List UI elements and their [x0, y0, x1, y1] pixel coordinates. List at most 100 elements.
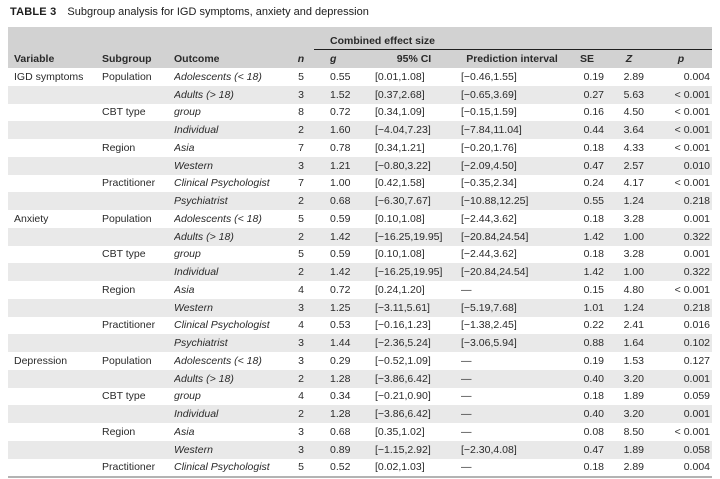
- cell-se: 0.40: [583, 408, 604, 421]
- cell-se: 0.88: [583, 337, 604, 350]
- cell-g: 0.78: [330, 141, 351, 154]
- cell-pi: —: [461, 283, 472, 296]
- cell-p: 0.001: [683, 248, 710, 261]
- column-header-p: p: [677, 53, 685, 65]
- cell-n: 2: [298, 230, 304, 243]
- cell-variable: [8, 441, 102, 459]
- cell-ci: [−3.86,6.42]: [375, 408, 431, 421]
- table-title: Subgroup analysis for IGD symptoms, anxi…: [67, 6, 369, 18]
- table-row: Practitioner Clinical Psychologist 7 1.00 [0…: [8, 175, 712, 193]
- cell-variable: [8, 263, 102, 281]
- cell-subgroup: CBT type: [102, 106, 146, 119]
- column-header-variable: Variable: [14, 52, 55, 65]
- cell-variable: [8, 192, 102, 210]
- cell-subgroup: [102, 263, 174, 281]
- cell-pi: [−0.35,2.34]: [461, 177, 517, 190]
- cell-p: < 0.001: [674, 106, 710, 119]
- cell-z: 3.20: [623, 372, 644, 385]
- cell-se: 0.22: [583, 319, 604, 332]
- cell-subgroup: Region: [102, 283, 136, 296]
- cell-ci: [−16.25,19.95]: [375, 230, 443, 243]
- cell-n: 3: [298, 159, 304, 172]
- cell-ci: [−0.80,3.22]: [375, 159, 431, 172]
- table-row: CBT type group 8 0.72 [0.34,1.09] [−0.15,1.59…: [8, 104, 712, 122]
- cell-g: 0.55: [330, 70, 351, 83]
- cell-ci: [−0.16,1.23]: [375, 319, 431, 332]
- cell-pi: [−2.30,4.08]: [461, 443, 517, 456]
- cell-z: 1.89: [623, 443, 644, 456]
- cell-subgroup: Population: [102, 354, 152, 367]
- cell-p: 0.322: [683, 266, 710, 279]
- cell-outcome: Adults (> 18): [174, 88, 234, 101]
- cell-se: 0.27: [583, 88, 604, 101]
- table-row: Practitioner Clinical Psychologist 4 0.53 [−…: [8, 317, 712, 335]
- cell-n: 2: [298, 266, 304, 279]
- cell-variable: [8, 157, 102, 175]
- cell-z: 2.57: [623, 159, 644, 172]
- cell-subgroup: Practitioner: [102, 461, 156, 474]
- cell-g: 1.52: [330, 88, 351, 101]
- cell-ci: [−3.86,6.42]: [375, 372, 431, 385]
- cell-n: 3: [298, 443, 304, 456]
- cell-pi: [−3.06,5.94]: [461, 337, 517, 350]
- cell-outcome: Individual: [174, 124, 219, 137]
- column-header-n: n: [297, 52, 305, 65]
- cell-z: 1.24: [623, 195, 644, 208]
- cell-se: 0.19: [583, 70, 604, 83]
- cell-n: 8: [298, 106, 304, 119]
- cell-subgroup: Practitioner: [102, 177, 156, 190]
- cell-ci: [−6.30,7.67]: [375, 195, 431, 208]
- cell-variable: [8, 334, 102, 352]
- cell-outcome: Adults (> 18): [174, 230, 234, 243]
- cell-se: 0.18: [583, 248, 604, 261]
- subgroup-analysis-table: Combined effect size Variable Subgroup Out…: [8, 27, 712, 478]
- cell-n: 2: [298, 408, 304, 421]
- cell-ci: [0.34,1.09]: [375, 106, 425, 119]
- table-row: Adults (> 18) 2 1.28 [−3.86,6.42] — 0.40 3.20 0…: [8, 369, 712, 388]
- cell-n: 7: [298, 141, 304, 154]
- cell-subgroup: [102, 405, 174, 423]
- cell-g: 0.52: [330, 461, 351, 474]
- cell-pi: —: [461, 461, 472, 474]
- cell-p: < 0.001: [674, 141, 710, 154]
- cell-g: 0.89: [330, 443, 351, 456]
- cell-g: 1.28: [330, 408, 351, 421]
- table-row: Individual 2 1.28 [−3.86,6.42] — 0.40 3.20 0.00…: [8, 405, 712, 423]
- cell-n: 3: [298, 88, 304, 101]
- table-row: Region Asia 7 0.78 [0.34,1.21] [−0.20,1.76] 0.…: [8, 139, 712, 157]
- cell-variable: [8, 317, 102, 335]
- cell-pi: [−7.84,11.04]: [461, 124, 522, 137]
- cell-p: 0.127: [683, 354, 710, 367]
- cell-outcome: Adults (> 18): [174, 372, 234, 385]
- cell-g: 1.25: [330, 301, 351, 314]
- cell-ci: [0.10,1.08]: [375, 212, 425, 225]
- cell-se: 0.47: [583, 159, 604, 172]
- cell-ci: [−0.52,1.09]: [375, 354, 431, 367]
- cell-n: 4: [298, 319, 304, 332]
- cell-p: 0.016: [683, 319, 710, 332]
- cell-pi: [−0.65,3.69]: [461, 88, 517, 101]
- cell-outcome: Individual: [174, 266, 219, 279]
- cell-z: 1.64: [623, 337, 644, 350]
- cell-z: 2.89: [623, 70, 644, 83]
- cell-n: 3: [298, 354, 304, 367]
- cell-p: < 0.001: [674, 425, 710, 438]
- table-label: TABLE 3: [10, 6, 57, 18]
- cell-p: 0.010: [683, 159, 710, 172]
- group-header-spacer: [8, 27, 314, 50]
- cell-outcome: Asia: [174, 425, 195, 438]
- cell-variable: [8, 299, 102, 317]
- cell-variable: [8, 459, 102, 478]
- cell-z: 4.17: [623, 177, 644, 190]
- column-header-outcome: Outcome: [174, 52, 220, 65]
- table-row: Western 3 1.25 [−3.11,5.61] [−5.19,7.68] 1.01…: [8, 298, 712, 317]
- cell-z: 3.64: [623, 124, 644, 137]
- table-row: Western 3 1.21 [−0.80,3.22] [−2.09,4.50] 0.47…: [8, 156, 712, 175]
- table-row: Psychiatrist 2 0.68 [−6.30,7.67] [−10.88,12.…: [8, 192, 712, 210]
- cell-variable: [8, 281, 102, 299]
- cell-g: 1.28: [330, 372, 351, 385]
- cell-n: 2: [298, 195, 304, 208]
- cell-outcome: Individual: [174, 408, 219, 421]
- cell-outcome: Adolescents (< 18): [174, 212, 262, 225]
